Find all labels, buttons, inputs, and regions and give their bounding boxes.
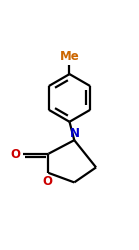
Text: O: O (11, 148, 21, 161)
Text: N: N (70, 126, 80, 139)
Text: Me: Me (60, 50, 79, 63)
Text: O: O (43, 174, 53, 187)
